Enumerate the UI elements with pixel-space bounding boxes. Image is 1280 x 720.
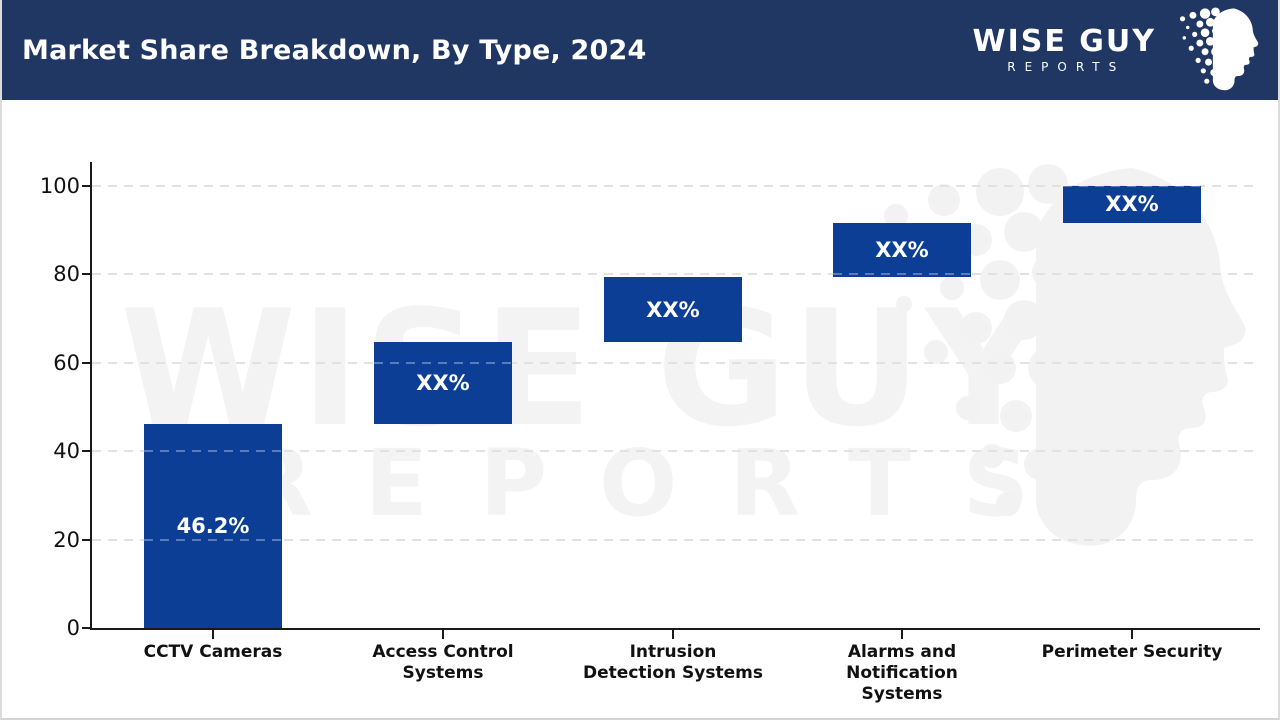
wise-guy-logo: WISE GUY REPORTS <box>972 6 1264 94</box>
x-category-label: Intrusion Detection Systems <box>548 642 798 684</box>
gridline-over-bar <box>833 273 971 276</box>
x-category-label: CCTV Cameras <box>88 642 338 663</box>
x-category-label-line: Notification <box>846 663 958 683</box>
gridline-over-bar <box>144 450 282 453</box>
x-category-label-line: Detection Systems <box>583 663 763 683</box>
bar: XX% <box>604 277 742 343</box>
bar-value-label: XX% <box>646 297 700 322</box>
bar: 46.2% <box>144 423 282 628</box>
y-axis-line <box>90 162 92 630</box>
logo-wordmark: WISE GUY <box>972 24 1156 59</box>
chart-title: Market Share Breakdown, By Type, 2024 <box>22 34 647 66</box>
y-tick-mark <box>82 361 90 364</box>
y-tick-mark <box>82 273 90 276</box>
gridline <box>92 361 1259 364</box>
x-category-label: Access Control Systems <box>318 642 568 684</box>
x-category-label: Alarms and Notification Systems <box>777 642 1027 705</box>
x-category-label-line: Perimeter Security <box>1041 642 1223 662</box>
y-tick-mark <box>82 538 90 541</box>
y-tick-label: 20 <box>53 527 80 552</box>
y-tick-label: 100 <box>39 174 80 198</box>
gridline <box>92 273 1259 276</box>
gridline-over-bar <box>144 538 282 541</box>
x-tick-mark <box>1131 630 1133 639</box>
gridline-over-bar <box>374 361 512 364</box>
bar: XX% <box>374 342 512 424</box>
x-category-label-line: Systems <box>861 684 943 704</box>
x-axis-line <box>90 628 1260 630</box>
chart-canvas: WISE GUY REPORTS 0 20 40 60 80 100 46.2% XX% XX%… <box>2 100 1278 718</box>
gridline <box>92 450 1259 453</box>
x-tick-mark <box>442 630 444 639</box>
y-tick-mark <box>82 627 90 629</box>
y-tick-label: 60 <box>53 350 80 375</box>
x-category-label-line: Alarms and <box>847 642 957 662</box>
x-category-label-line: CCTV Cameras <box>143 642 283 662</box>
x-category-label-line: Access Control <box>372 642 514 662</box>
bar: XX% <box>833 222 971 278</box>
x-category-label: Perimeter Security <box>1007 642 1257 663</box>
bar-value-label: 46.2% <box>176 513 250 538</box>
x-tick-mark <box>212 630 214 639</box>
gridline-over-bar <box>1063 185 1201 187</box>
bar-value-label: XX% <box>1105 192 1159 217</box>
x-tick-mark <box>672 630 674 639</box>
bar: XX% <box>1063 185 1201 223</box>
logo-text: WISE GUY REPORTS <box>972 24 1156 75</box>
logo-subtext: REPORTS <box>1007 60 1126 74</box>
gridline <box>92 538 1259 541</box>
bar-value-label: XX% <box>416 370 470 395</box>
gridline <box>92 185 1259 187</box>
y-tick-label: 40 <box>53 439 80 464</box>
x-category-label-line: Systems <box>402 663 484 683</box>
y-tick-label: 0 <box>66 616 80 640</box>
header: Market Share Breakdown, By Type, 2024 WI… <box>2 0 1278 100</box>
bar-value-label: XX% <box>875 238 929 263</box>
y-tick-mark <box>82 450 90 453</box>
x-tick-mark <box>901 630 903 639</box>
y-tick-label: 80 <box>53 262 80 287</box>
logo-face-icon <box>1179 7 1259 91</box>
plot-area: 0 20 40 60 80 100 46.2% XX% XX% XX% XX% CCTV Camera… <box>2 100 1278 718</box>
x-category-label-line: Intrusion <box>629 642 717 662</box>
y-tick-mark <box>82 185 90 187</box>
